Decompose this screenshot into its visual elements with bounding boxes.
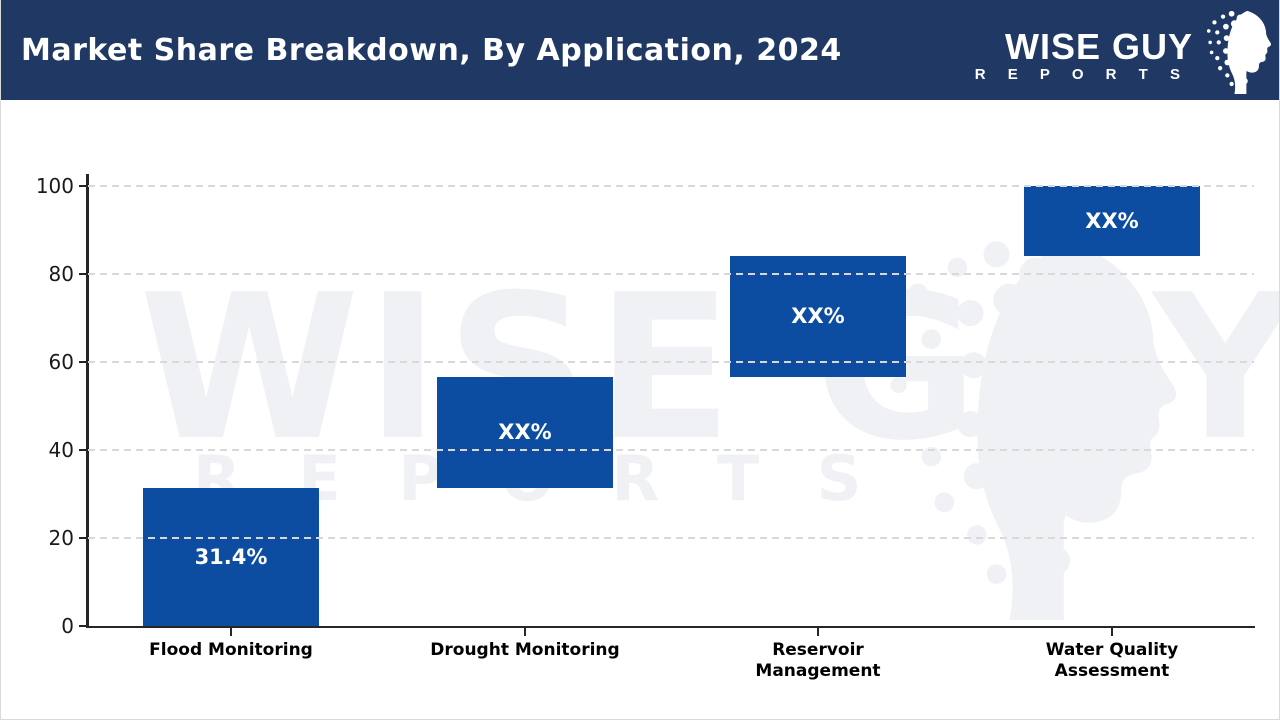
bar-segment (437, 376, 613, 488)
bar-segment (143, 487, 319, 626)
y-tick-mark (79, 537, 87, 539)
y-tick-label: 20 (48, 526, 74, 550)
y-tick-mark (79, 273, 87, 275)
bar-value-label: 31.4% (194, 544, 268, 569)
gridline (88, 273, 1254, 275)
brand-name: WISE GUY (1004, 26, 1193, 67)
bar-segment (730, 255, 906, 377)
category-label: Reservoir Management (755, 640, 881, 681)
y-tick-mark (79, 185, 87, 187)
y-tick-mark (79, 625, 87, 627)
category-label: Drought Monitoring (430, 640, 620, 660)
gridline (88, 361, 1254, 363)
bar-value-label: XX% (498, 420, 552, 445)
brand-subtitle: R E P O R T S (974, 66, 1189, 83)
gridline (88, 449, 1254, 451)
bar-value-label: XX% (1085, 208, 1139, 233)
y-tick-mark (79, 449, 87, 451)
page-title: Market Share Breakdown, By Application, … (21, 32, 842, 68)
y-tick-label: 40 (48, 438, 74, 462)
gridline (88, 537, 1254, 539)
x-tick-mark (230, 628, 232, 636)
bar-value-label: XX% (791, 304, 845, 329)
y-axis-line (86, 174, 89, 628)
category-label: Water Quality Assessment (1045, 640, 1179, 681)
brand-head-icon (1206, 10, 1271, 94)
y-tick-label: 80 (48, 262, 74, 286)
y-tick-mark (79, 361, 87, 363)
y-tick-label: 0 (61, 614, 74, 638)
gridline (88, 185, 1254, 187)
y-tick-label: 60 (48, 350, 74, 374)
header-bar: Market Share Breakdown, By Application, … (1, 0, 1279, 100)
x-tick-mark (524, 628, 526, 636)
bar-segment (1024, 186, 1200, 256)
category-label: Flood Monitoring (149, 640, 313, 660)
x-tick-mark (1111, 628, 1113, 636)
x-tick-mark (817, 628, 819, 636)
brand-logo: WISE GUY R E P O R T S (975, 4, 1271, 96)
x-axis-line (86, 625, 1255, 628)
y-tick-label: 100 (35, 174, 74, 198)
